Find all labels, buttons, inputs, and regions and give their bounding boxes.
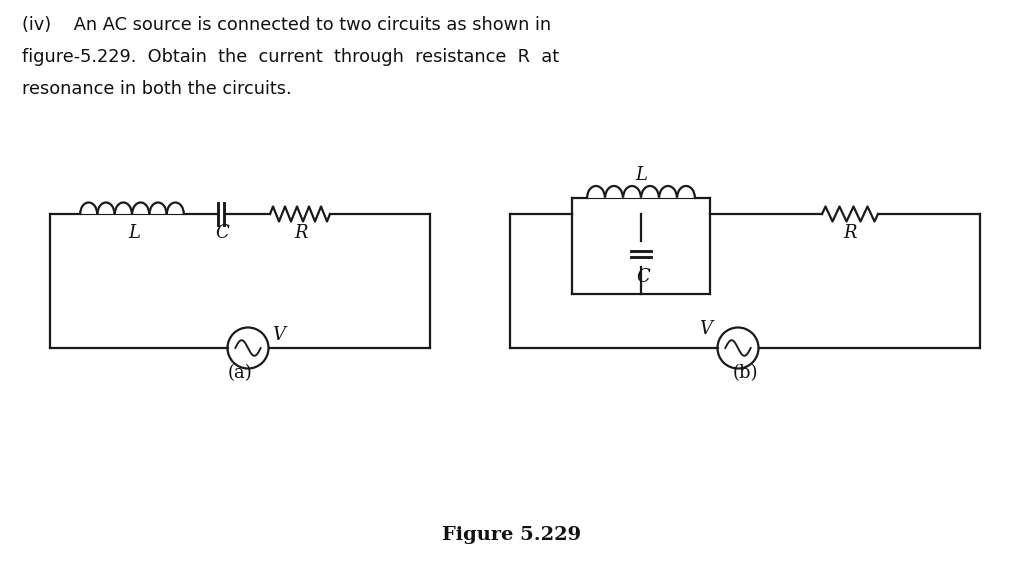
Text: V: V <box>272 326 286 344</box>
Text: L: L <box>635 166 647 185</box>
Text: C: C <box>215 224 228 242</box>
Text: figure-5.229.  Obtain  the  current  through  resistance  R  at: figure-5.229. Obtain the current through… <box>22 48 559 66</box>
Text: (b): (b) <box>732 364 758 382</box>
Text: resonance in both the circuits.: resonance in both the circuits. <box>22 80 292 98</box>
Text: V: V <box>699 320 713 338</box>
Text: R: R <box>843 224 857 242</box>
Text: L: L <box>128 224 140 242</box>
Text: Figure 5.229: Figure 5.229 <box>442 526 582 544</box>
Text: (iv)    An AC source is connected to two circuits as shown in: (iv) An AC source is connected to two ci… <box>22 16 551 34</box>
Text: R: R <box>294 224 308 242</box>
Text: (a): (a) <box>227 364 252 382</box>
Text: C: C <box>636 268 650 286</box>
